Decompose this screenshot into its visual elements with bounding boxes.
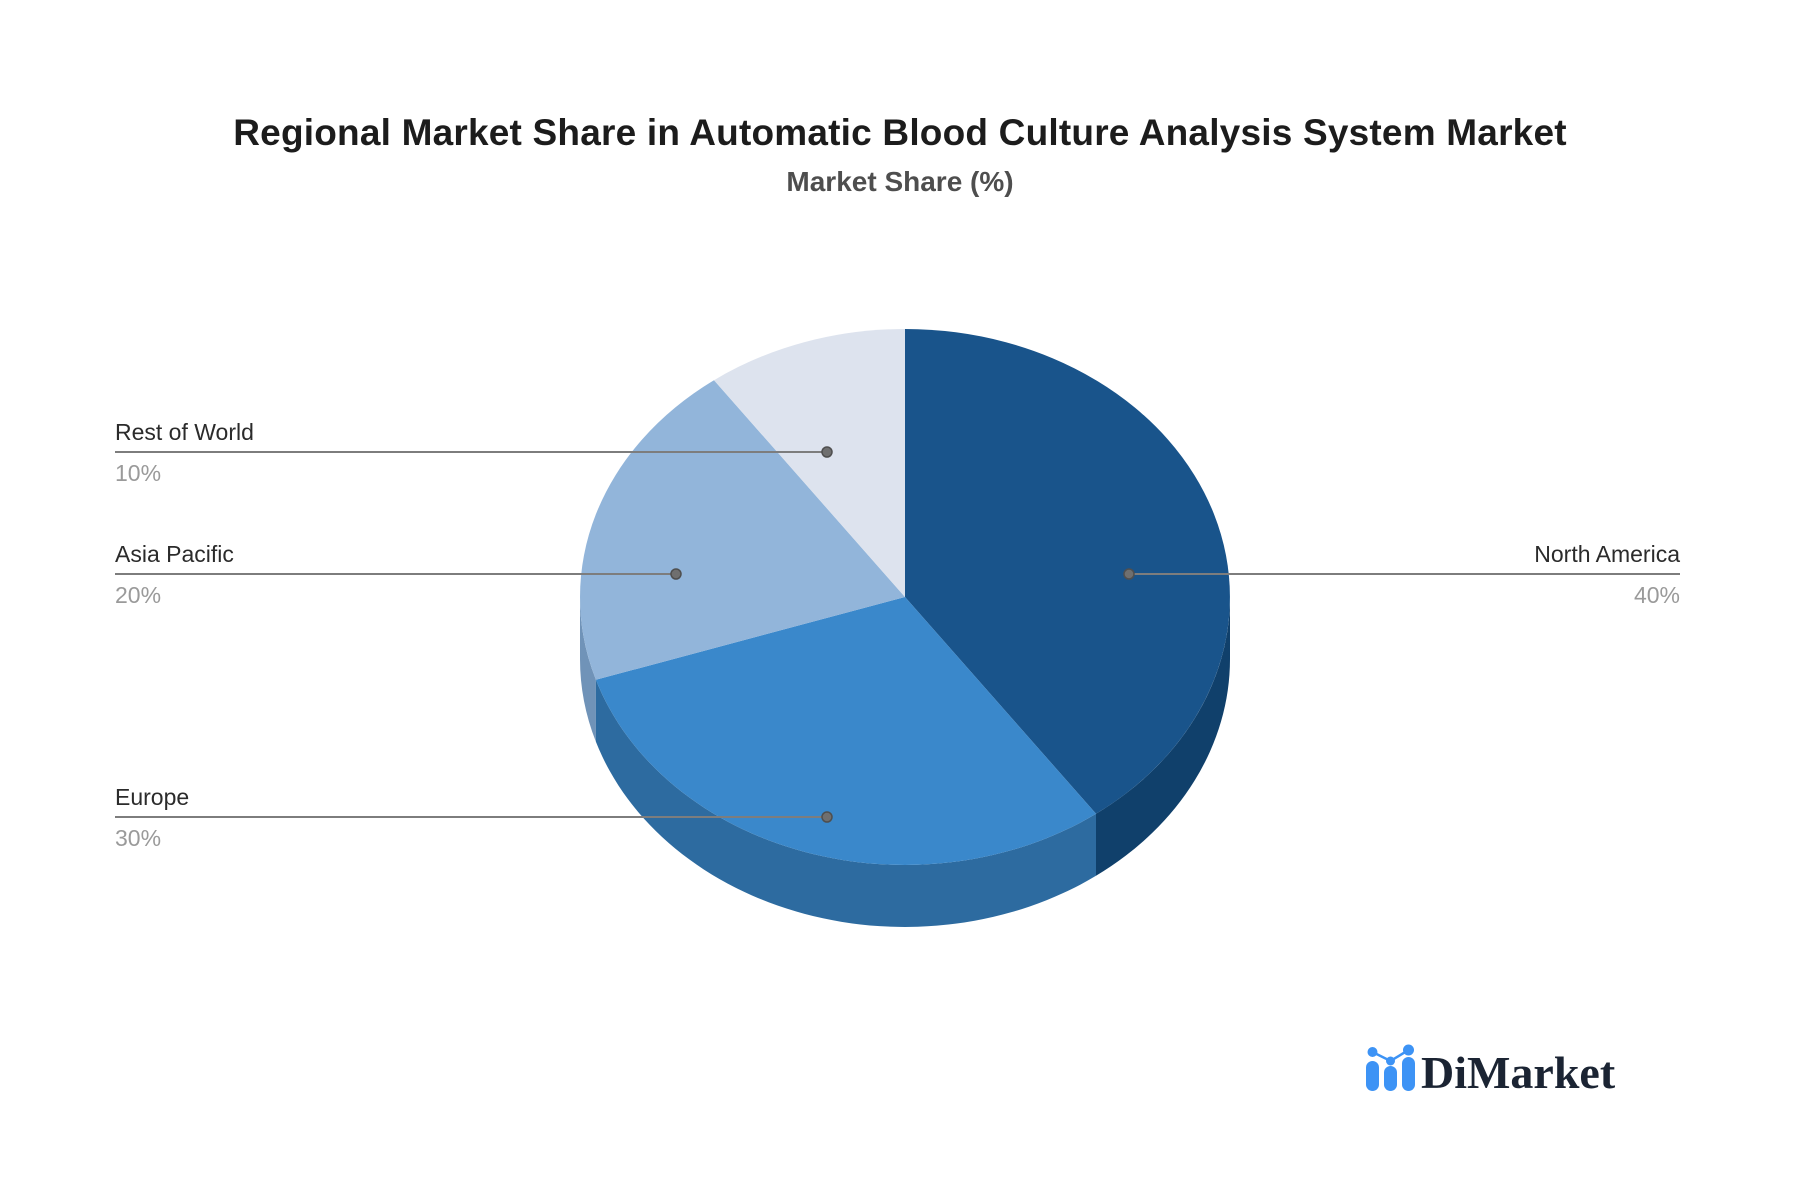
callout-value-north-america: 40%: [1633, 582, 1680, 608]
pie-slice-rest-of-world[interactable]: [714, 329, 905, 597]
pie-slice-north-america[interactable]: [905, 329, 1230, 814]
callout-label-asia-pacific: Asia Pacific: [115, 541, 234, 567]
pie-slice-europe-side[interactable]: [595, 679, 1096, 927]
callout-value-europe: 30%: [115, 825, 162, 851]
pie-slice-asia-pacific-side[interactable]: [580, 597, 596, 742]
leader-dot-rest-of-world: [821, 446, 833, 458]
callout-value-asia-pacific: 20%: [115, 582, 162, 608]
logo-text: DiMarket: [1421, 1047, 1616, 1098]
bar-line-chart-icon: [1366, 1044, 1415, 1091]
leader-dot-north-america: [1123, 568, 1135, 580]
callout-value-rest-of-world: 10%: [115, 460, 162, 486]
callout-label-rest-of-world: Rest of World: [115, 419, 254, 445]
callout-label-europe: Europe: [115, 784, 190, 810]
pie-slice-europe[interactable]: [595, 597, 1096, 865]
chart-subtitle: Market Share (%): [786, 166, 1014, 197]
pie-slice-asia-pacific[interactable]: [580, 380, 905, 680]
callout-label-north-america: North America: [1534, 541, 1680, 567]
pie-slice-north-america-side[interactable]: [1096, 597, 1230, 876]
leader-dot-europe: [821, 811, 833, 823]
chart-title: Regional Market Share in Automatic Blood…: [233, 112, 1567, 153]
leader-dot-asia-pacific: [670, 568, 682, 580]
